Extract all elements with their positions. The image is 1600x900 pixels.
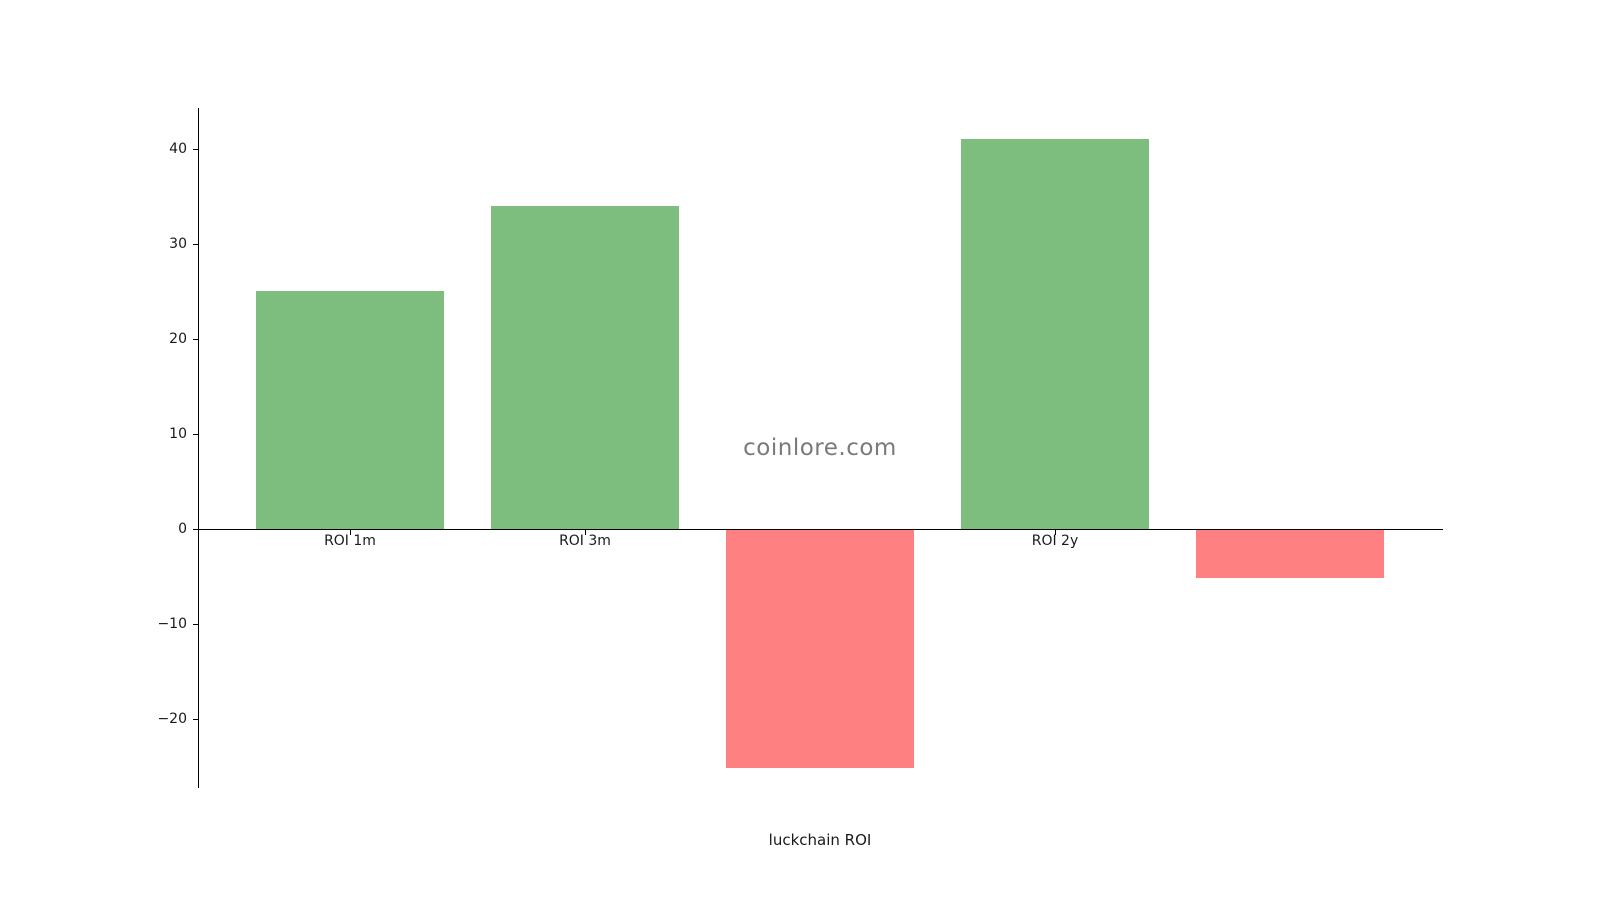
y-tick-label: 20 [169,331,187,347]
y-tick-mark [193,719,198,720]
y-tick-mark [193,149,198,150]
bar-roi-1m [256,291,444,529]
y-tick-label: −20 [157,711,187,727]
x-axis-title: luckchain ROI [768,831,872,849]
watermark: coinlore.com [743,435,897,461]
y-tick-mark [193,624,198,625]
y-tick-label: 0 [178,521,187,537]
bar-roi-3 [726,530,914,768]
y-tick-label: 40 [169,141,187,157]
y-axis-spine [198,108,199,788]
x-tick-label: ROI 2y [1031,533,1079,549]
x-tick-label: ROI 3m [559,533,611,549]
x-tick-mark [350,530,351,535]
y-tick-label: 30 [169,236,187,252]
bar-roi-2y [961,139,1149,529]
bar-roi-5 [1196,530,1384,578]
x-tick-mark [1055,530,1056,535]
y-tick-label: 10 [169,426,187,442]
y-tick-mark [193,244,198,245]
y-tick-label: −10 [157,616,187,632]
x-tick-label: ROI 1m [324,533,376,549]
bar-roi-3m [491,206,679,529]
y-tick-mark [193,434,198,435]
y-tick-mark [193,529,198,530]
x-tick-mark [585,530,586,535]
y-tick-mark [193,339,198,340]
x-axis-zero-line [199,529,1443,530]
